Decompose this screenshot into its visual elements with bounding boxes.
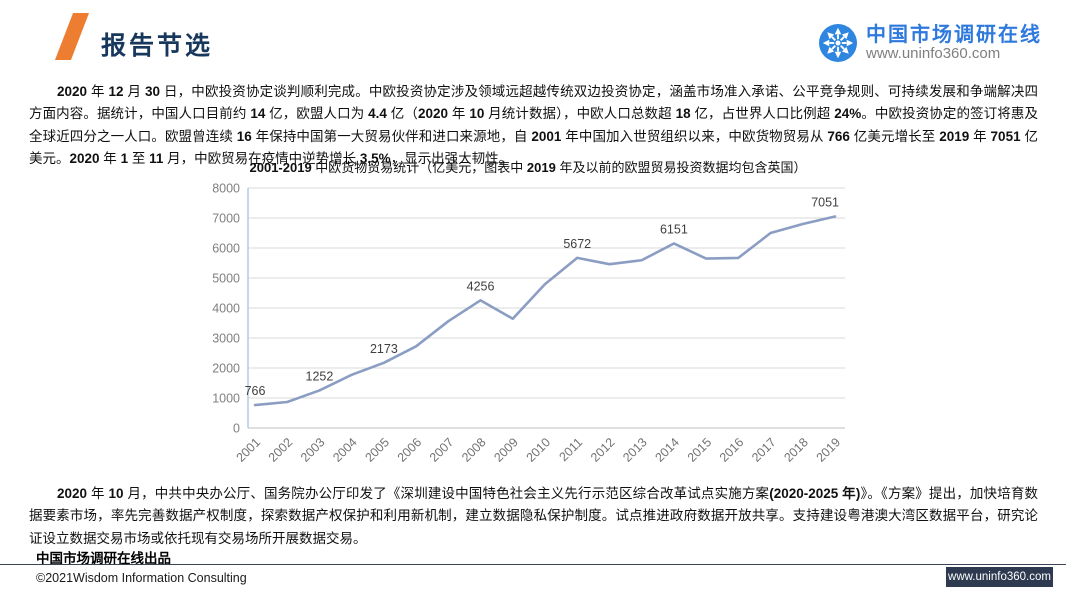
svg-text:2007: 2007	[427, 435, 457, 465]
svg-text:2173: 2173	[370, 342, 398, 356]
svg-text:2001: 2001	[234, 435, 264, 465]
brand-name: 中国市场调研在线	[866, 24, 1042, 46]
svg-text:1000: 1000	[212, 392, 240, 406]
trade-chart-block: 2001-2019 中欧货物贸易统计（亿美元，图表中 2019 年及以前的欧盟贸…	[198, 157, 858, 479]
copyright-label: ©2021Wisdom Information Consulting	[36, 571, 247, 585]
svg-text:2009: 2009	[491, 435, 521, 465]
snowflake-arrows-icon	[819, 24, 857, 62]
svg-text:2006: 2006	[395, 435, 425, 465]
svg-text:7000: 7000	[212, 212, 240, 226]
page-title: 报告节选	[101, 32, 214, 60]
svg-text:4000: 4000	[212, 302, 240, 316]
svg-text:4256: 4256	[467, 279, 495, 293]
svg-text:2004: 2004	[330, 435, 360, 465]
svg-text:2013: 2013	[620, 435, 650, 465]
svg-text:2008: 2008	[459, 435, 489, 465]
svg-text:2014: 2014	[652, 435, 682, 465]
paragraph-trade-agreement: 2020 年 12 月 30 日，中欧投资协定谈判顺利完成。中欧投资协定涉及领域…	[29, 84, 1038, 167]
svg-text:2016: 2016	[717, 435, 747, 465]
footer-url-badge: www.uninfo360.com	[946, 567, 1053, 587]
svg-text:3000: 3000	[212, 332, 240, 346]
brand-url: www.uninfo360.com	[866, 45, 1001, 62]
svg-text:2000: 2000	[212, 362, 240, 376]
svg-text:2011: 2011	[556, 435, 585, 464]
svg-text:2005: 2005	[362, 435, 392, 465]
svg-text:6000: 6000	[212, 242, 240, 256]
svg-text:6151: 6151	[660, 222, 688, 236]
svg-text:766: 766	[245, 384, 266, 398]
svg-text:5672: 5672	[563, 237, 591, 251]
svg-text:8000: 8000	[212, 182, 240, 196]
svg-text:1252: 1252	[306, 369, 334, 383]
footer-divider	[0, 564, 1066, 565]
svg-text:7051: 7051	[811, 195, 839, 209]
svg-text:0: 0	[233, 422, 240, 436]
svg-text:2015: 2015	[685, 435, 715, 465]
svg-text:2017: 2017	[749, 435, 779, 465]
svg-text:2002: 2002	[266, 435, 296, 465]
svg-text:2010: 2010	[524, 435, 554, 465]
brand-logo: 中国市场调研在线 www.uninfo360.com	[819, 24, 1042, 62]
accent-slash-icon	[54, 13, 90, 60]
svg-text:2012: 2012	[588, 435, 618, 465]
svg-text:2018: 2018	[781, 435, 811, 465]
svg-text:2019: 2019	[814, 435, 844, 465]
chart-title: 2001-2019 中欧货物贸易统计（亿美元，图表中 2019 年及以前的欧盟贸…	[249, 160, 807, 175]
brand-text: 中国市场调研在线 www.uninfo360.com	[866, 24, 1042, 61]
svg-text:2003: 2003	[298, 435, 328, 465]
paragraph-shenzhen-plan: 2020 年 10 月，中共中央办公厅、国务院办公厅印发了《深圳建设中国特色社会…	[29, 486, 1039, 546]
svg-text:5000: 5000	[212, 272, 240, 286]
producer-label: 中国市场调研在线出品	[36, 551, 171, 566]
